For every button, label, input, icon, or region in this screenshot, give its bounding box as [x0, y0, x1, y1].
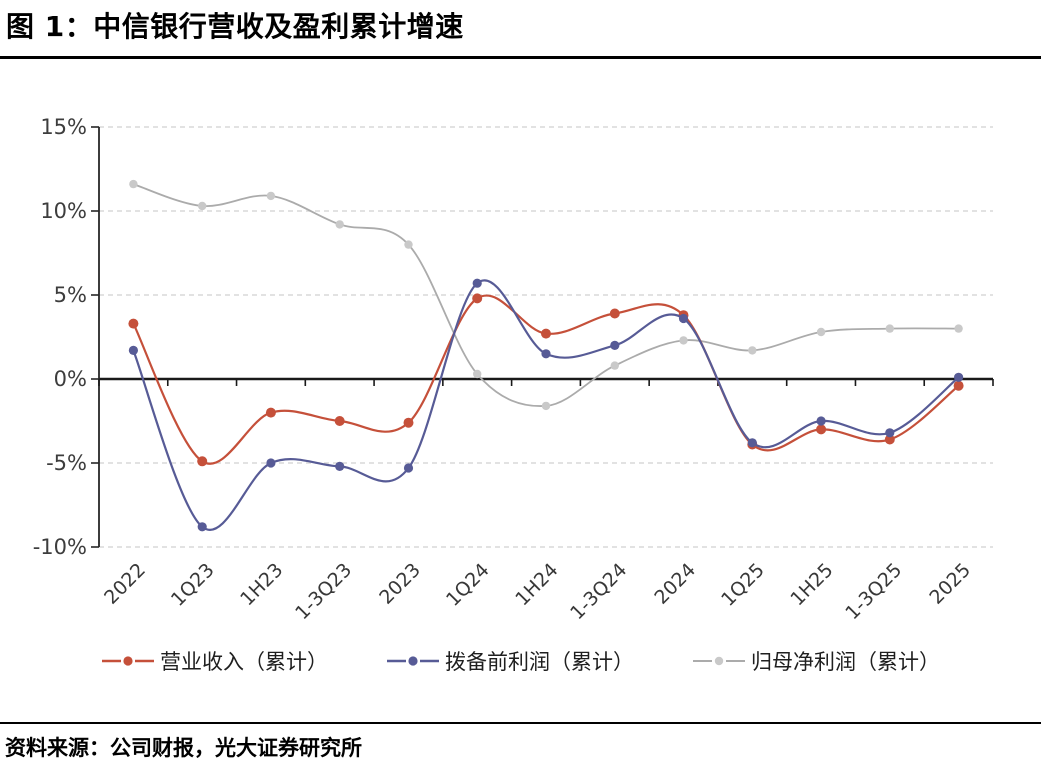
series-marker-net-profit	[473, 369, 482, 379]
series-marker-pre-provision-profit	[954, 372, 964, 382]
series-marker-pre-provision-profit	[678, 313, 689, 324]
x-tick-label: 1H24	[511, 559, 562, 610]
x-tick-label: 1Q24	[442, 559, 494, 611]
x-tick-label: 2022	[100, 559, 150, 609]
series-line-revenue	[132, 294, 960, 465]
series-marker-pre-provision-profit	[816, 416, 826, 426]
legend-line-dot-glyph	[102, 656, 154, 666]
series-marker-revenue	[265, 407, 276, 418]
x-tick-label: 1H23	[236, 559, 287, 610]
legend-line-dot-glyph	[693, 656, 745, 666]
series-marker-revenue	[884, 434, 895, 445]
series-marker-revenue	[609, 308, 620, 319]
footer-divider	[0, 722, 1041, 724]
source-note: 资料来源：公司财报，光大证券研究所	[5, 736, 362, 760]
legend-item-net-profit: 归母净利润（累计）	[692, 646, 940, 676]
series-marker-net-profit	[885, 324, 894, 333]
series-line-net-profit	[132, 183, 960, 407]
x-tick-label: 2025	[925, 559, 975, 609]
series-marker-net-profit	[954, 324, 963, 333]
series-marker-revenue	[128, 318, 139, 329]
series-marker-revenue	[953, 380, 964, 391]
series-marker-net-profit	[198, 201, 207, 211]
legend-line-dot-glyph	[387, 656, 439, 666]
x-tick-label: 1-3Q25	[841, 559, 906, 624]
figure-title: 图 1：中信银行营收及盈利累计增速	[6, 10, 464, 43]
legend-item-revenue: 营业收入（累计）	[101, 646, 328, 676]
series-marker-pre-provision-profit	[885, 428, 895, 438]
x-tick-label: 1Q23	[167, 559, 219, 611]
legend-label-net-profit: 归母净利润（累计）	[751, 650, 940, 674]
series-marker-pre-provision-profit	[197, 522, 207, 532]
series-marker-net-profit	[816, 327, 826, 337]
line-chart: 15% 10% 5% 0% -5% -10% 2022 1Q23 1H23 1-3Q23 2023 1…	[33, 115, 994, 624]
x-tick-label: 2024	[650, 559, 700, 609]
series-marker-net-profit	[335, 220, 344, 229]
legend-item-pre-provision-profit: 拨备前利润（累计）	[386, 646, 634, 676]
series-marker-net-profit	[748, 346, 757, 355]
series-marker-net-profit	[266, 191, 276, 201]
y-tick-label: 0%	[54, 367, 87, 391]
x-tick-label: 2023	[375, 559, 425, 609]
x-tick-label: 1Q25	[717, 559, 769, 611]
series-line-pre-provision-profit	[132, 279, 960, 531]
y-tick-label: -5%	[46, 451, 87, 475]
y-tick-label: 15%	[40, 115, 87, 139]
series-marker-revenue	[403, 417, 414, 428]
series-marker-pre-provision-profit	[472, 278, 482, 288]
y-tick-label: 10%	[40, 199, 87, 223]
series-marker-pre-provision-profit	[403, 463, 414, 473]
series-marker-revenue	[472, 293, 483, 304]
series-marker-pre-provision-profit	[747, 438, 757, 448]
series-marker-pre-provision-profit	[335, 461, 345, 471]
series-marker-revenue	[334, 416, 345, 426]
series-marker-pre-provision-profit	[541, 349, 551, 359]
x-tick-label: 1-3Q24	[566, 559, 631, 624]
series-marker-revenue	[816, 424, 827, 435]
series-marker-net-profit	[404, 240, 413, 249]
x-tick-label: 1-3Q23	[291, 559, 356, 624]
series-marker-net-profit	[129, 179, 138, 189]
series-marker-revenue	[197, 456, 208, 467]
series-marker-revenue	[541, 328, 551, 339]
chart-legend: 营业收入（累计） 拨备前利润（累计） 归母净利润（累计）	[0, 646, 1041, 676]
series-marker-net-profit	[679, 336, 688, 345]
y-tick-label: 5%	[54, 283, 87, 307]
series-marker-pre-provision-profit	[128, 345, 138, 355]
legend-label-revenue: 营业收入（累计）	[160, 650, 328, 674]
series-marker-pre-provision-profit	[610, 340, 620, 350]
series-marker-pre-provision-profit	[266, 458, 276, 468]
legend-label-pre-provision-profit: 拨备前利润（累计）	[445, 650, 634, 674]
title-divider	[0, 56, 1041, 59]
series-marker-net-profit	[541, 401, 551, 411]
y-tick-label: -10%	[33, 535, 87, 559]
x-tick-label: 1H25	[786, 559, 837, 610]
series-marker-net-profit	[610, 361, 619, 370]
